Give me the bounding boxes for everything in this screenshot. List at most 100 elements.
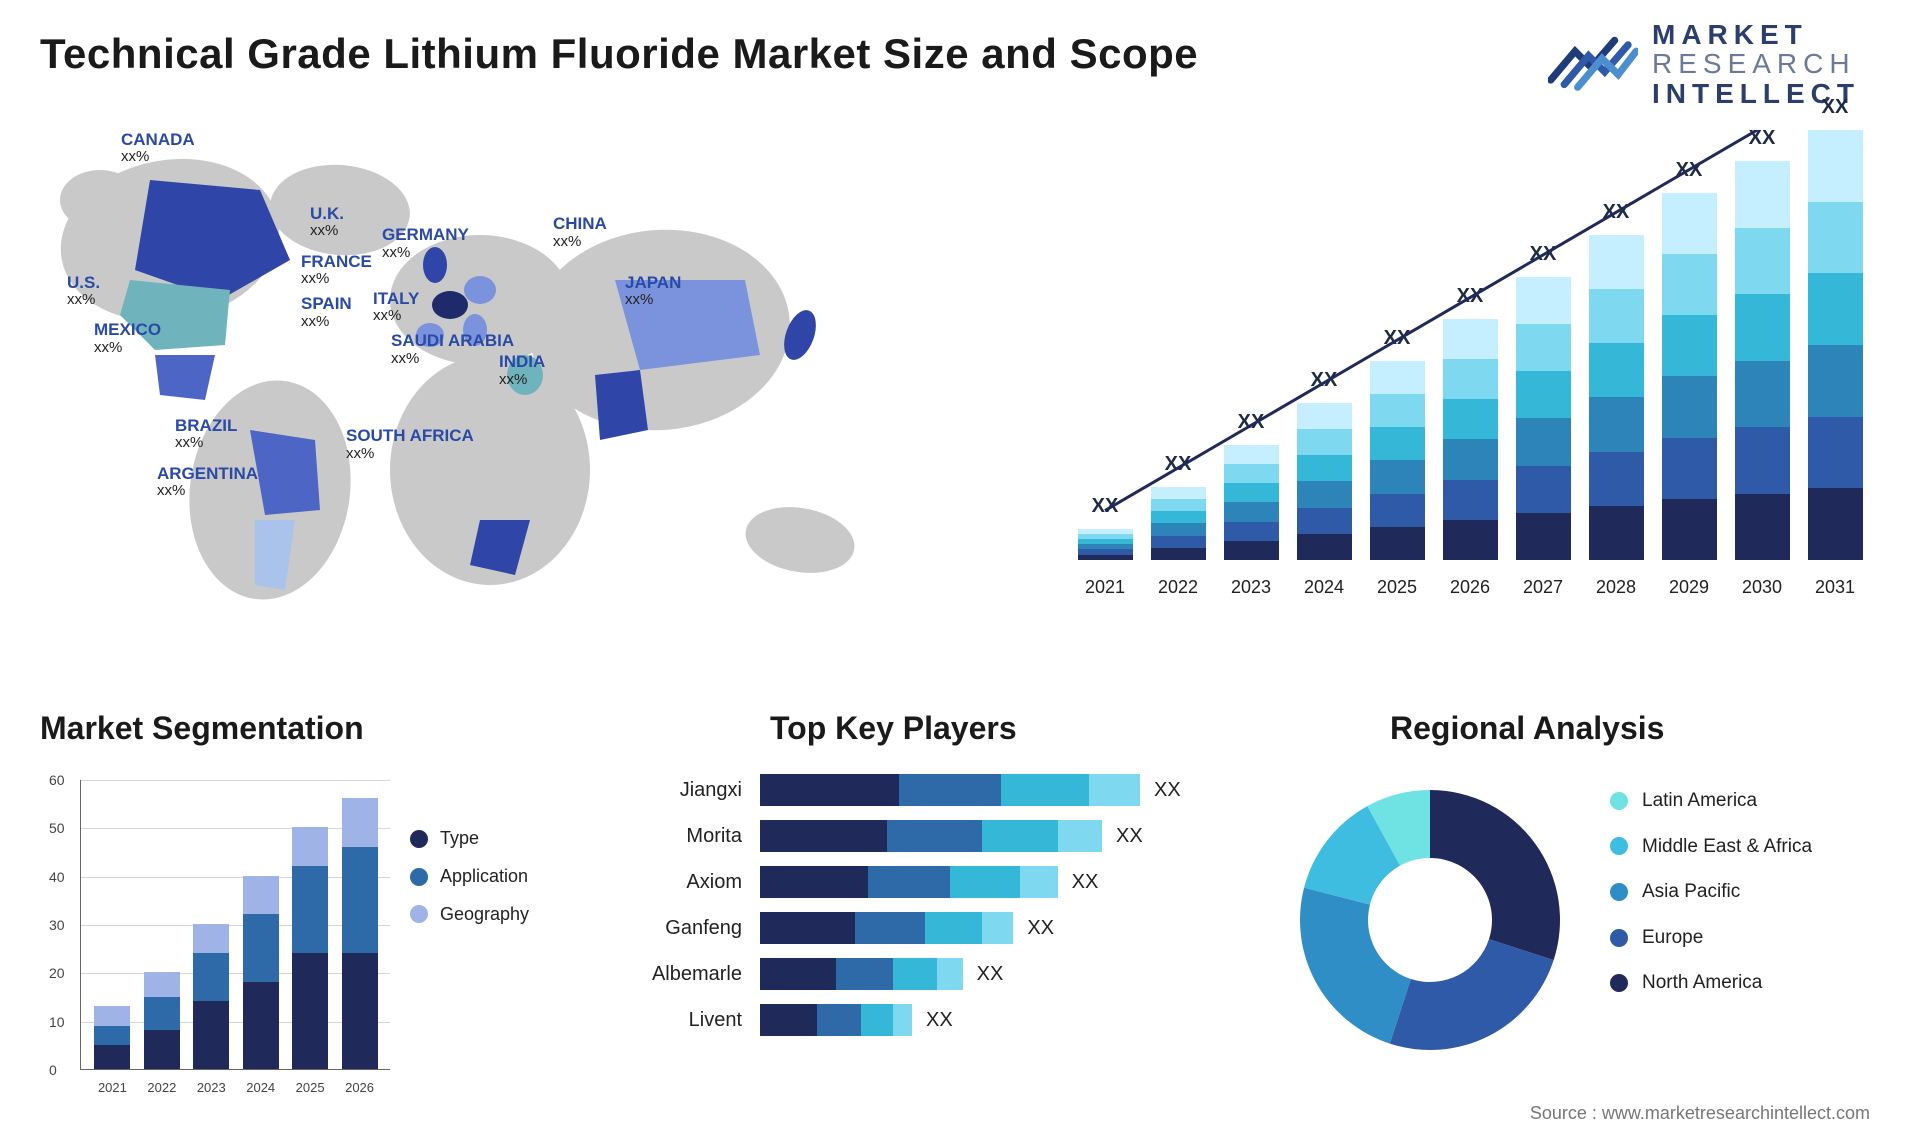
year-top-label: XX: [1443, 285, 1498, 308]
regional-donut: Latin AmericaMiddle East & AfricaAsia Pa…: [1280, 760, 1880, 1120]
seg-bar: [292, 827, 328, 1069]
year-top-label: XX: [1589, 201, 1644, 224]
year-top-label: XX: [1808, 96, 1863, 119]
map-label: BRAZILxx%: [175, 417, 237, 452]
year-xlabel: 2029: [1662, 577, 1717, 598]
regional-legend-item: North America: [1610, 960, 1812, 1006]
brand-logo: MARKET RESEARCH INTELLECT: [1548, 20, 1860, 108]
year-xlabel: 2022: [1151, 577, 1206, 598]
seg-ytick: 40: [49, 869, 65, 885]
year-xlabel: 2025: [1370, 577, 1425, 598]
year-forecast-chart: 2021 XX 2022 XX 2023 XX 2024 XX 2025 XX 2026 XX 2027…: [1060, 130, 1880, 630]
year-bar: [1662, 193, 1717, 560]
year-top-label: XX: [1735, 127, 1790, 150]
key-player-row: AlbemarleXX: [620, 958, 1240, 990]
seg-xlabel: 2022: [144, 1080, 180, 1095]
year-bar: [1078, 529, 1133, 560]
regional-legend-item: Europe: [1610, 915, 1812, 961]
donut-slice: [1300, 888, 1411, 1044]
seg-bar: [94, 1006, 130, 1069]
year-top-label: XX: [1078, 495, 1133, 518]
year-bar: [1735, 161, 1790, 560]
seg-ytick: 0: [49, 1062, 57, 1078]
year-top-label: XX: [1297, 369, 1352, 392]
seg-legend-item: Type: [410, 820, 529, 858]
regional-legend: Latin AmericaMiddle East & AfricaAsia Pa…: [1610, 778, 1812, 1006]
keyplayers-heading: Top Key Players: [770, 710, 1017, 747]
year-bar: [1516, 277, 1571, 560]
year-bar: [1589, 235, 1644, 560]
seg-legend-item: Application: [410, 858, 529, 896]
year-bar: [1224, 445, 1279, 560]
map-label: U.K.xx%: [310, 205, 344, 240]
year-top-label: XX: [1370, 327, 1425, 350]
page-title: Technical Grade Lithium Fluoride Market …: [40, 30, 1198, 78]
logo-line-1: MARKET: [1652, 20, 1860, 49]
year-top-label: XX: [1662, 159, 1717, 182]
year-xlabel: 2023: [1224, 577, 1279, 598]
regional-legend-item: Latin America: [1610, 778, 1812, 824]
seg-xlabel: 2026: [342, 1080, 378, 1095]
key-player-row: MoritaXX: [620, 820, 1240, 852]
seg-ytick: 30: [49, 917, 65, 933]
year-top-label: XX: [1151, 453, 1206, 476]
map-label: SPAINxx%: [301, 295, 352, 330]
map-label: CHINAxx%: [553, 215, 607, 250]
map-label: SAUDI ARABIAxx%: [391, 332, 514, 367]
year-top-label: XX: [1516, 243, 1571, 266]
donut-slice: [1390, 939, 1554, 1050]
map-label: ARGENTINAxx%: [157, 465, 258, 500]
world-map: CANADAxx% U.S.xx% MEXICOxx% BRAZILxx% ARGENT…: [40, 120, 940, 650]
logo-line-2: RESEARCH: [1652, 49, 1860, 78]
brand-logo-mark: [1548, 32, 1638, 97]
map-label: GERMANYxx%: [382, 226, 469, 261]
key-players-chart: JiangxiXX MoritaXX AxiomXX GanfengXX Albemar…: [620, 760, 1240, 1120]
source-label: Source : www.marketresearchintellect.com: [1530, 1103, 1870, 1124]
key-player-row: JiangxiXX: [620, 774, 1240, 806]
world-map-svg: [40, 120, 940, 650]
map-label: SOUTH AFRICAxx%: [346, 427, 474, 462]
regional-heading: Regional Analysis: [1390, 710, 1664, 747]
year-xlabel: 2031: [1808, 577, 1863, 598]
key-player-row: LiventXX: [620, 1004, 1240, 1036]
year-xlabel: 2021: [1078, 577, 1133, 598]
seg-bar: [144, 972, 180, 1069]
year-bar: [1443, 319, 1498, 560]
segmentation-chart: 0102030405060202120222023202420252026 Ty…: [40, 760, 560, 1120]
year-bar: [1297, 403, 1352, 560]
segmentation-heading: Market Segmentation: [40, 710, 364, 747]
map-label: CANADAxx%: [121, 131, 195, 166]
segmentation-legend: TypeApplicationGeography: [410, 820, 529, 933]
year-xlabel: 2026: [1443, 577, 1498, 598]
map-label: U.S.xx%: [67, 274, 100, 309]
map-label: ITALYxx%: [373, 290, 419, 325]
year-top-label: XX: [1224, 411, 1279, 434]
map-label: FRANCExx%: [301, 253, 372, 288]
regional-legend-item: Middle East & Africa: [1610, 824, 1812, 870]
year-bar: [1370, 361, 1425, 560]
map-label: JAPANxx%: [625, 274, 681, 309]
seg-ytick: 20: [49, 965, 65, 981]
seg-legend-item: Geography: [410, 896, 529, 934]
seg-xlabel: 2025: [292, 1080, 328, 1095]
year-bar: [1808, 130, 1863, 560]
year-bar: [1151, 487, 1206, 560]
seg-xlabel: 2024: [243, 1080, 279, 1095]
brand-logo-text: MARKET RESEARCH INTELLECT: [1652, 20, 1860, 108]
seg-ytick: 10: [49, 1014, 65, 1030]
seg-bar: [193, 924, 229, 1069]
seg-bar: [342, 798, 378, 1069]
seg-ytick: 60: [49, 772, 65, 788]
key-player-row: AxiomXX: [620, 866, 1240, 898]
year-xlabel: 2028: [1589, 577, 1644, 598]
year-xlabel: 2024: [1297, 577, 1352, 598]
seg-ytick: 50: [49, 820, 65, 836]
map-label: MEXICOxx%: [94, 321, 161, 356]
seg-bar: [243, 876, 279, 1069]
donut-slice: [1430, 790, 1560, 960]
key-player-row: GanfengXX: [620, 912, 1240, 944]
regional-legend-item: Asia Pacific: [1610, 869, 1812, 915]
year-xlabel: 2027: [1516, 577, 1571, 598]
map-label: INDIAxx%: [499, 353, 545, 388]
year-xlabel: 2030: [1735, 577, 1790, 598]
